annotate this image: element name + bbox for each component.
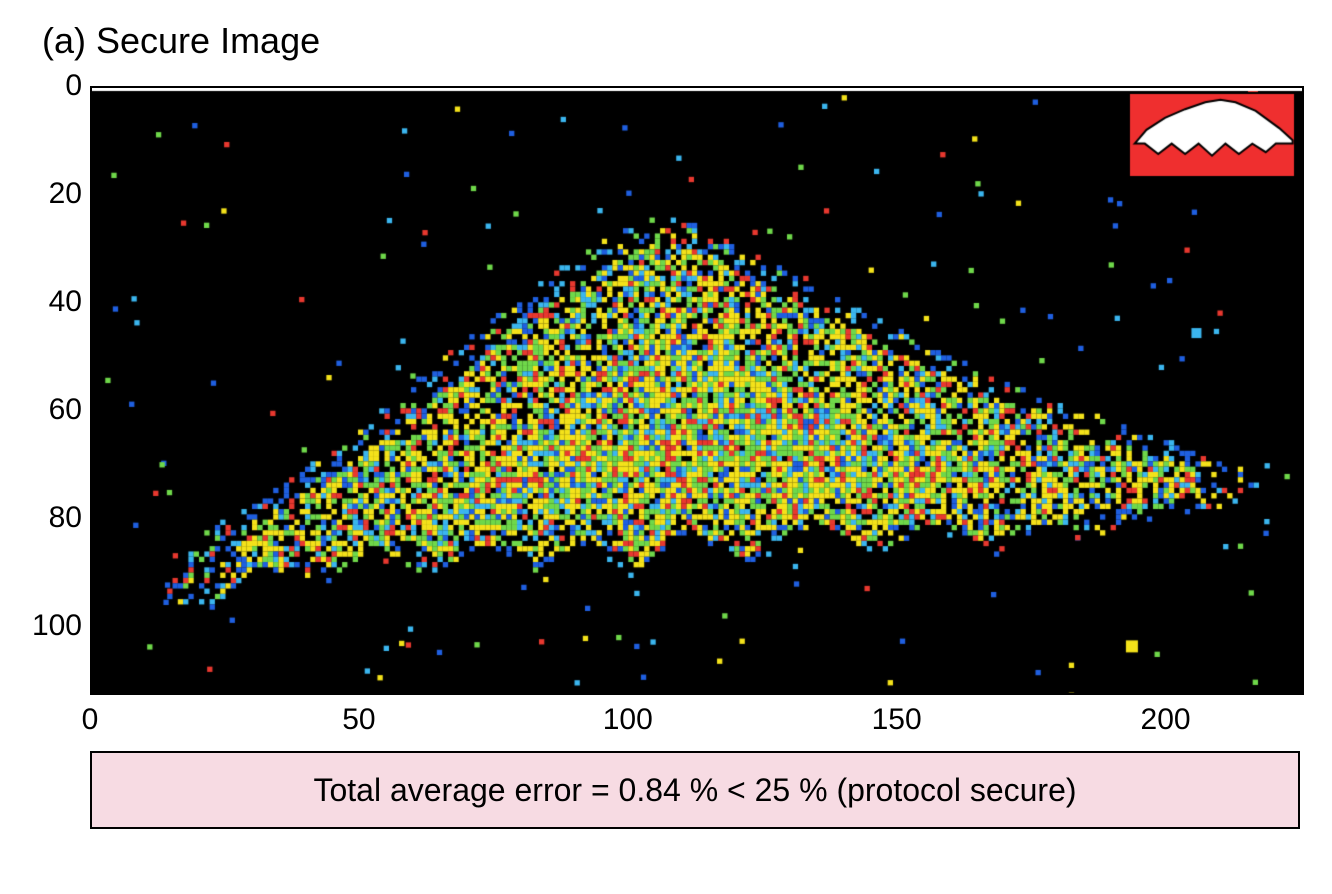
ytick-label: 40 bbox=[12, 285, 82, 319]
ytick-label: 20 bbox=[12, 177, 82, 211]
caption-box: Total average error = 0.84 % < 25 % (pro… bbox=[90, 751, 1300, 829]
figure: (a) Secure Image 0 20 40 60 80 100 0 50 100 150 20… bbox=[0, 0, 1332, 894]
xtick-label: 0 bbox=[50, 703, 130, 737]
ytick-label: 80 bbox=[12, 501, 82, 535]
ytick-label: 0 bbox=[12, 69, 82, 103]
xtick-label: 50 bbox=[319, 703, 399, 737]
xtick-label: 100 bbox=[588, 703, 668, 737]
xtick-label: 150 bbox=[857, 703, 937, 737]
figure-title: (a) Secure Image bbox=[42, 20, 320, 62]
ytick-label: 100 bbox=[12, 609, 82, 643]
ytick-label: 60 bbox=[12, 393, 82, 427]
caption-text: Total average error = 0.84 % < 25 % (pro… bbox=[313, 772, 1076, 809]
xtick-label: 200 bbox=[1126, 703, 1206, 737]
secure-image-plot bbox=[90, 86, 1304, 695]
